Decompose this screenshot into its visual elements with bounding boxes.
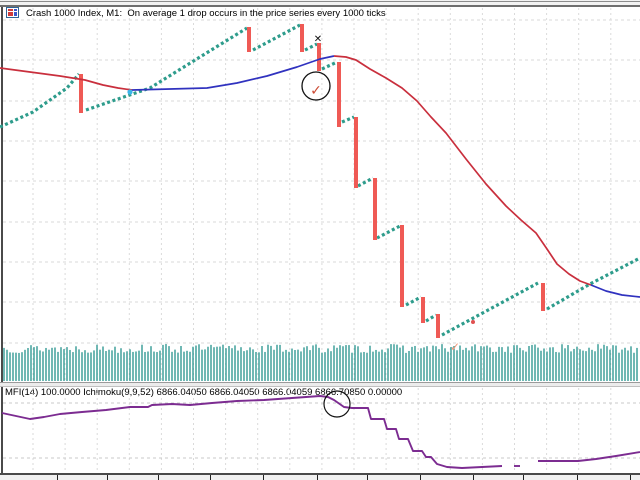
x-mark-icon: ✕ (314, 34, 322, 45)
time-axis-tick (473, 475, 474, 480)
time-axis[interactable] (0, 475, 640, 480)
price-series (0, 23, 640, 337)
chart-icon-stripe (8, 11, 17, 14)
chart-icon-stripe (8, 14, 17, 16)
drop-bars (79, 24, 545, 338)
time-axis-tick (367, 475, 368, 480)
circle-annotation-sub (323, 390, 351, 418)
window-top-border-outer (0, 1, 640, 2)
chart-icon-stripe (8, 9, 17, 11)
chart-icon (6, 7, 19, 18)
time-axis-tick (210, 475, 211, 480)
time-axis-tick (577, 475, 578, 480)
indicator-label: MFI(14) 100.0000 Ichimoku(9,9,52) 6866.0… (5, 387, 403, 398)
subwindow-bottom-border (0, 473, 640, 475)
window-top-border-gap (0, 2, 640, 5)
window-top-edge (0, 0, 640, 1)
chart-title: Crash 1000 Index, M1: On average 1 drop … (26, 8, 386, 19)
window-splitter[interactable] (0, 382, 640, 387)
check-icon-soft: ✓ (450, 340, 460, 354)
circle-annotation-main (301, 71, 331, 101)
time-axis-tick (317, 475, 318, 480)
time-axis-tick (107, 475, 108, 480)
window-top-border-inner (0, 5, 640, 7)
annotations: ✕ ✓ ✓ (127, 34, 475, 418)
chart-titlebar: Crash 1000 Index, M1: On average 1 drop … (0, 7, 640, 20)
price-dot (471, 320, 475, 324)
check-icon: ✓ (310, 83, 322, 99)
grid (3, 8, 640, 473)
volume-bars (3, 344, 638, 381)
time-axis-tick (523, 475, 524, 480)
window-left-border (1, 7, 3, 475)
time-axis-tick (263, 475, 264, 480)
signal-dot (127, 89, 133, 95)
ma-line (0, 55, 640, 298)
mfi-line (1, 395, 640, 469)
time-axis-tick (630, 475, 631, 480)
time-axis-tick (57, 475, 58, 480)
time-axis-tick (158, 475, 159, 480)
time-axis-tick (420, 475, 421, 480)
